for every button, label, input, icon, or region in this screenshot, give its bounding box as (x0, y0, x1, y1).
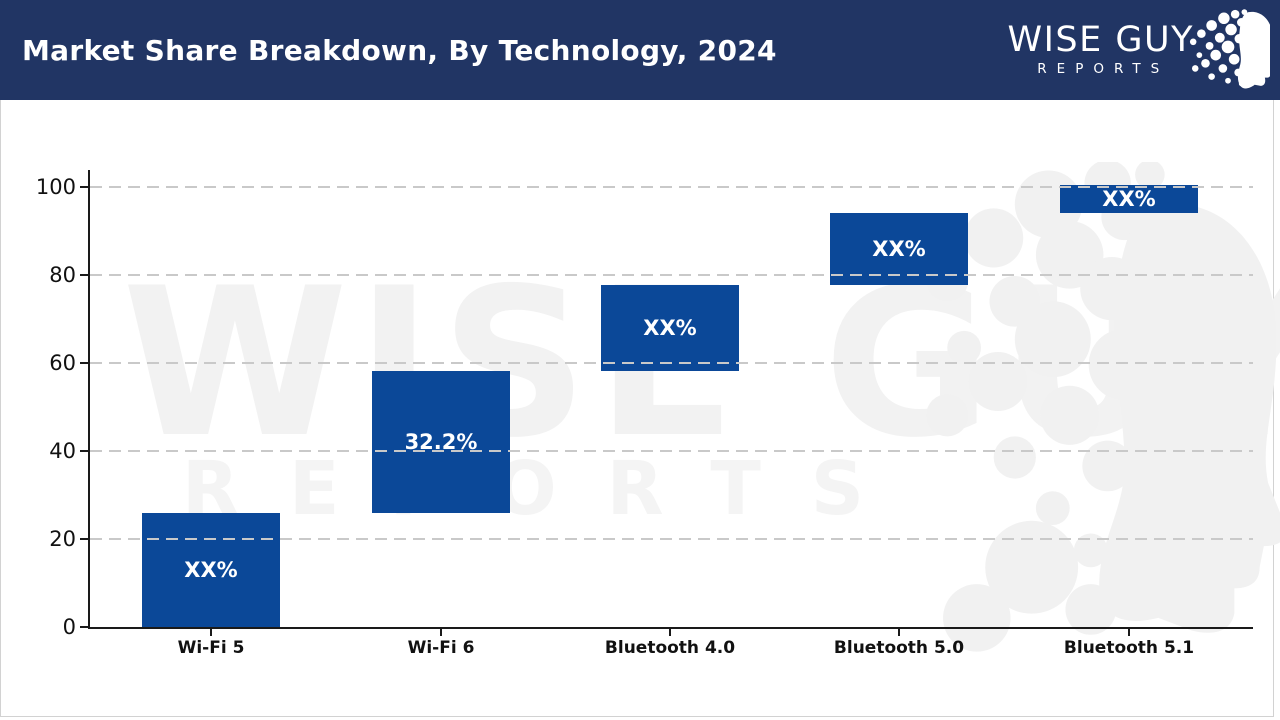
y-tick-label: 100 (35, 175, 76, 199)
bar-value-label-wi-fi-6: 32.2% (404, 430, 478, 455)
logo-wordmark: WISE GUY (1007, 20, 1194, 60)
y-tick-mark (80, 538, 88, 540)
logo-subtitle: REPORTS (1037, 61, 1170, 77)
y-tick-mark (80, 186, 88, 188)
x-tick-label-wi-fi-5: Wi-Fi 5 (177, 638, 245, 658)
y-axis-spine (88, 170, 90, 629)
bar-value-label-wi-fi-5: XX% (184, 558, 238, 582)
bar-value-label-bluetooth-5-0: XX% (872, 237, 926, 262)
bar-wi-fi-6 (372, 371, 510, 514)
bar-value-label-bluetooth-4-0: XX% (643, 316, 697, 341)
gridline-y60 (90, 362, 1253, 364)
x-tick-mark-wi-fi-5 (210, 629, 212, 636)
x-tick-label-bluetooth-5-0: Bluetooth 5.0 (833, 638, 965, 658)
page-title: Market Share Breakdown, By Technology, 2… (22, 33, 777, 67)
x-tick-label-bluetooth-4-0: Bluetooth 4.0 (604, 638, 736, 658)
header-band: Market Share Breakdown, By Technology, 2… (0, 0, 1280, 100)
bar-bluetooth-4-0 (601, 285, 739, 372)
gridline-y20 (90, 538, 1253, 540)
x-tick-mark-bluetooth-5-0 (898, 629, 900, 636)
y-tick-mark (80, 626, 88, 628)
y-tick-label: 60 (49, 351, 76, 375)
logo-text: WISE GUY REPORTS (1007, 20, 1194, 78)
x-tick-mark-bluetooth-4-0 (669, 629, 671, 636)
y-tick-mark (80, 362, 88, 364)
x-tick-mark-bluetooth-5-1 (1128, 629, 1130, 636)
x-tick-label-bluetooth-5-1: Bluetooth 5.1 (1063, 638, 1195, 658)
y-tick-label: 20 (49, 527, 76, 551)
bar-bluetooth-5-0 (830, 212, 968, 286)
x-tick-label-wi-fi-6: Wi-Fi 6 (407, 638, 475, 658)
gridline-y80 (90, 274, 1253, 276)
head-profile-icon (1189, 9, 1270, 89)
bar-bluetooth-5-1 (1060, 184, 1198, 213)
y-tick-label: 40 (49, 439, 76, 463)
watermark-subtitle: REPORTS (182, 446, 915, 532)
y-tick-mark (80, 274, 88, 276)
gridline-y100 (90, 186, 1253, 188)
wise-guy-reports-logo: WISE GUY REPORTS (1007, 7, 1270, 93)
bar-value-label-bluetooth-5-1: XX% (1102, 186, 1156, 211)
y-tick-label: 80 (49, 263, 76, 287)
x-axis-spine (88, 627, 1253, 629)
x-tick-mark-wi-fi-6 (440, 629, 442, 636)
y-tick-label: 0 (62, 615, 76, 639)
y-tick-mark (80, 450, 88, 452)
bar-wi-fi-5 (142, 513, 280, 627)
gridline-y40 (90, 450, 1253, 452)
